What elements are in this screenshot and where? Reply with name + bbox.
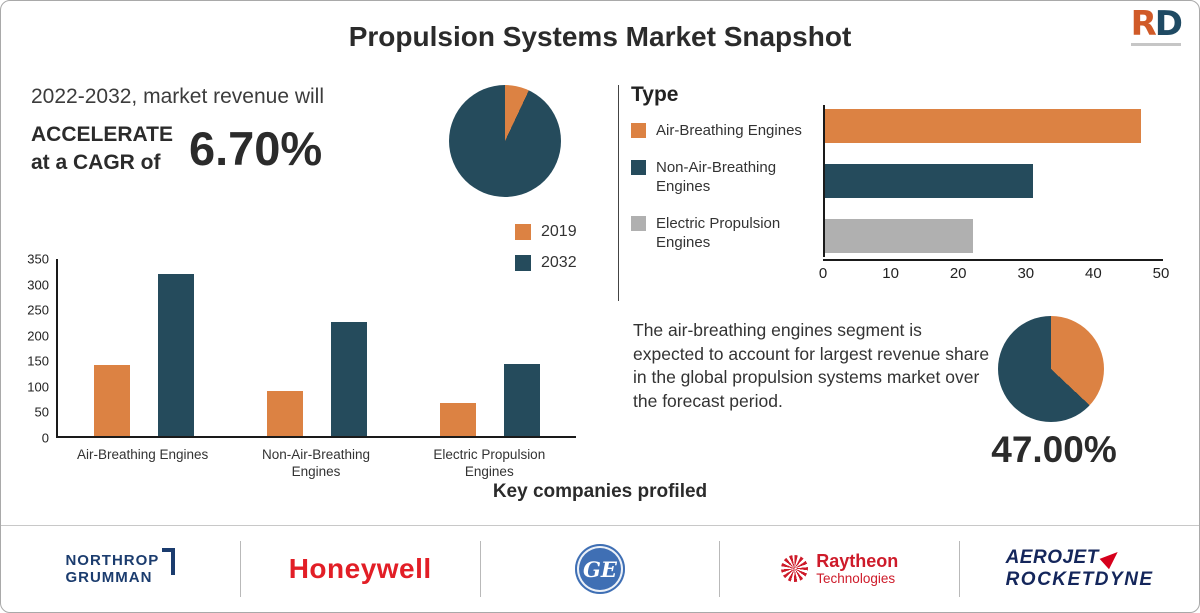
type-legend-item-air: Air-Breathing Engines (631, 121, 821, 141)
type-label-nonair: Non-Air-Breathing Engines (656, 158, 777, 196)
type-section-title: Type (631, 83, 679, 106)
bar-group-1 (94, 259, 195, 436)
legend-label-2032: 2032 (541, 254, 577, 271)
legend-swatch-2019 (515, 224, 531, 240)
y-axis-tick: 0 (41, 430, 49, 446)
y-axis-tick: 300 (27, 277, 49, 293)
hbar-3 (825, 219, 973, 253)
companies-band: NORTHROP GRUMMAN Honeywell GE Raytheon T… (1, 525, 1199, 612)
y-axis-tick: 50 (34, 404, 49, 420)
type-legend-item-nonair: Non-Air-Breathing Engines (631, 158, 821, 197)
bar-category-label: Non-Air-Breathing Engines (261, 447, 370, 479)
type-chart-x-axis (823, 259, 1163, 261)
x-axis-tick: 50 (1152, 265, 1170, 282)
logo-divider (479, 541, 481, 597)
legend-label-2019: 2019 (541, 223, 577, 240)
cagr-accelerate-line: ACCELERATE (31, 123, 173, 147)
aerojet-rocketdyne-logo: AEROJET ROCKETDYNE (1005, 546, 1154, 591)
type-legend: Air-Breathing Engines Non-Air-Breathing … (631, 121, 821, 270)
cagr-value: 6.70% (188, 122, 323, 175)
type-legend-item-electric: Electric Propulsion Engines (631, 214, 821, 253)
type-bar-chart (823, 105, 1161, 257)
type-chart-x-ticks: 0 10 20 30 40 50 (819, 265, 1170, 285)
years-legend: 2019 2032 (515, 223, 577, 272)
raytheon-sunburst-icon (781, 555, 809, 583)
cagr-accelerate-text: ACCELERATE at a CAGR of (31, 121, 173, 176)
logo-underline (1130, 43, 1181, 46)
ge-monogram-logo: GE (574, 544, 625, 594)
logo-divider (239, 541, 241, 597)
bar-category-label: Electric Propulsion Engines (433, 447, 546, 479)
northrop-grumman-logo: NORTHROP GRUMMAN (65, 547, 176, 587)
bar-2019-2 (266, 390, 303, 436)
type-swatch-electric (631, 215, 646, 231)
logo-divider (719, 541, 721, 597)
hbar-2 (825, 164, 1034, 198)
type-label-electric: Electric Propulsion Engines (656, 214, 781, 252)
company-raytheon: Raytheon Technologies (720, 526, 959, 612)
raytheon-logo: Raytheon Technologies (781, 550, 899, 587)
companies-title: Key companies profiled (492, 481, 708, 502)
researchdive-logo: RD (1130, 4, 1183, 46)
x-axis-tick: 30 (1017, 265, 1035, 282)
bar-2032-3 (503, 363, 540, 436)
honeywell-logo: Honeywell (288, 553, 432, 584)
logo-letter-r: R (1130, 4, 1157, 44)
bar-group-2 (266, 259, 367, 436)
y-axis-tick: 100 (27, 379, 49, 395)
type-label-air: Air-Breathing Engines (656, 122, 802, 139)
x-axis-tick: 20 (949, 265, 967, 282)
share-value: 47.00% (991, 429, 1117, 470)
y-axis-tick: 150 (27, 353, 49, 369)
bar-2019-3 (439, 403, 476, 436)
legend-swatch-2032 (515, 255, 531, 271)
northrop-bracket-icon (162, 547, 176, 575)
raytheon-name: Raytheon (816, 550, 899, 571)
y-axis-tick: 200 (27, 328, 49, 344)
section-divider (618, 85, 619, 301)
cagr-block: 2022-2032, market revenue will ACCELERAT… (31, 85, 436, 176)
revenue-chart-categories: Air-Breathing Engines Non-Air-Breathing E… (56, 447, 576, 481)
hbar-1 (825, 109, 1141, 143)
cagr-atcagr-line: at a CAGR of (31, 150, 161, 174)
insight-text: The air-breathing engines segment is exp… (633, 320, 990, 411)
northrop-line1: NORTHROP (65, 551, 160, 569)
aerojet-line1: AEROJET (1005, 547, 1099, 569)
revenue-chart-y-ticks: 0 50 100 150 200 250 300 350 (9, 252, 49, 446)
bar-category-label: Air-Breathing Engines (76, 447, 209, 462)
y-axis-tick: 350 (27, 251, 49, 267)
bar-2032-1 (158, 274, 195, 436)
bar-2032-2 (330, 322, 367, 436)
logo-divider (959, 541, 961, 597)
bar-group-3 (439, 259, 540, 436)
northrop-line2: GRUMMAN (65, 569, 153, 586)
aerojet-line2: ROCKETDYNE (1005, 569, 1154, 590)
page-title: Propulsion Systems Market Snapshot (348, 21, 852, 52)
raytheon-sub: Technologies (816, 571, 896, 587)
logo-letter-d: D (1154, 4, 1183, 44)
x-axis-tick: 10 (882, 265, 899, 282)
legend-item-2019: 2019 (515, 223, 577, 241)
revenue-bar-chart (56, 259, 576, 438)
legend-item-2032: 2032 (515, 254, 577, 272)
bar-2019-1 (94, 365, 131, 436)
type-swatch-air (631, 123, 646, 138)
company-aerojet-rocketdyne: AEROJET ROCKETDYNE (960, 526, 1199, 612)
y-axis-tick: 250 (27, 302, 49, 318)
x-axis-tick: 40 (1085, 265, 1102, 282)
rocket-icon (1099, 546, 1123, 570)
cagr-intro-text: 2022-2032, market revenue will (31, 85, 324, 108)
type-swatch-nonair (631, 159, 646, 175)
company-northrop-grumman: NORTHROP GRUMMAN (1, 526, 240, 612)
x-axis-tick: 0 (818, 265, 828, 282)
cagr-pie-chart (449, 85, 561, 197)
company-ge: GE (481, 526, 720, 612)
company-honeywell: Honeywell (241, 526, 480, 612)
share-pie-chart (998, 316, 1104, 422)
